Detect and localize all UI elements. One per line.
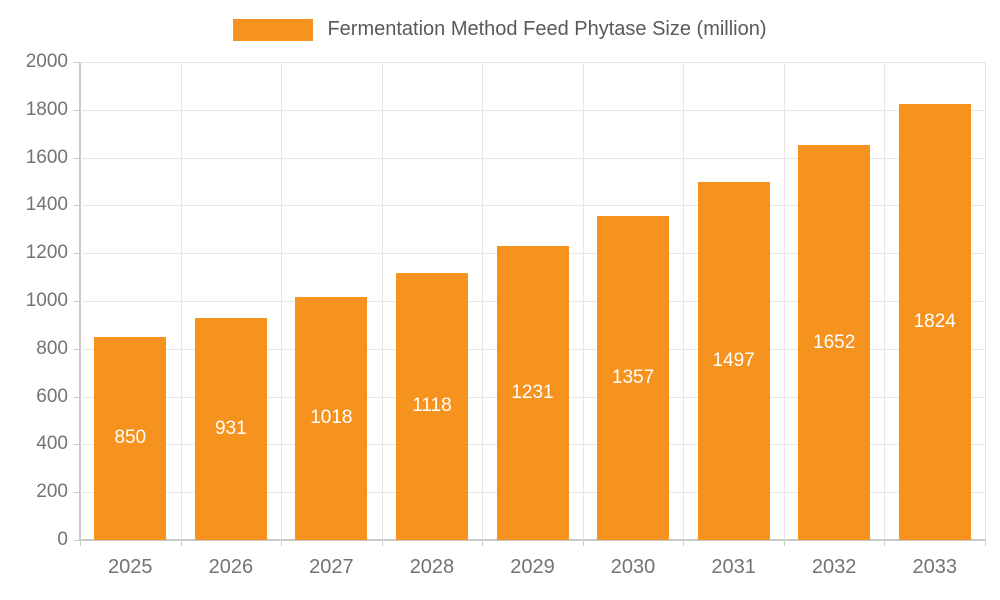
bar-2026: 931 [194,317,267,540]
x-axis-label-2033: 2033 [912,556,957,578]
x-axis-tick [281,540,283,546]
y-axis-tick [74,205,80,207]
x-axis-tick [683,540,685,546]
x-axis-tick [783,540,785,546]
y-axis-label: 2000 [25,51,68,72]
bar-value-label: 850 [114,427,147,449]
y-axis-tick [74,253,80,255]
gridline-vertical [281,62,283,540]
gridline-vertical [482,62,484,540]
x-axis-label-2027: 2027 [309,556,354,578]
bar-2030: 1357 [597,215,670,540]
y-axis-label: 200 [36,481,68,503]
y-axis-tick [74,348,80,350]
plot-area: 0 200 400 600 800 1000 1200 1400 1600 1800 2000 850… [26,51,986,578]
y-axis-label: 600 [36,385,68,407]
gridline-vertical [985,62,986,540]
y-axis-label: 0 [57,529,68,550]
y-axis-tick [74,444,80,446]
bar-2025: 850 [94,336,167,540]
y-axis-label: 1600 [25,146,68,168]
bar-2027: 1018 [295,296,368,540]
y-axis-label: 1200 [25,242,68,264]
x-axis-tick [985,540,986,546]
bar-value-label: 1018 [310,407,353,429]
gridline-vertical [884,62,886,540]
bar-2032: 1652 [798,145,871,540]
y-axis-tick [74,492,80,494]
y-axis-tick [74,540,80,541]
bar-value-label: 1231 [511,381,554,403]
y-axis-label: 400 [36,433,68,455]
x-axis-tick [80,540,81,546]
bar-value-label: 931 [214,417,247,439]
bar-2031: 1497 [697,182,770,540]
gridline-horizontal [80,205,985,207]
gridline-vertical [783,62,785,540]
x-axis-tick [884,540,886,546]
y-axis-tick [74,396,80,398]
y-axis-label: 1400 [25,194,68,216]
bar-value-label: 1824 [913,311,956,333]
bar-value-label: 1357 [611,366,655,388]
bar-value-label: 1497 [712,350,755,372]
x-axis-tick [482,540,484,546]
x-axis-label-2032: 2032 [811,556,857,578]
x-axis-tick [180,540,182,546]
y-axis-label: 800 [36,337,68,359]
gridline-vertical [180,62,182,540]
bar-2033: 1824 [898,104,971,540]
bar-value-label: 1118 [412,395,452,417]
gridline-horizontal [80,109,985,111]
x-axis-label-2029: 2029 [510,556,555,578]
y-axis-label: 1000 [25,290,68,311]
gridline-horizontal [80,62,985,63]
x-axis-label-2031: 2031 [711,556,756,578]
gridline-vertical [381,62,383,540]
bar-2029: 1231 [496,245,569,540]
gridline-horizontal [80,157,985,159]
gridline-vertical [582,62,584,540]
y-axis-tick [74,157,80,159]
legend-item[interactable]: Fermentation Method Feed Phytase Size (m… [0,18,1000,41]
bar-2028: 1118 [395,272,468,540]
x-axis-label-2028: 2028 [409,556,455,578]
x-axis-line [80,539,985,541]
legend-label: Fermentation Method Feed Phytase Size (m… [327,18,767,40]
y-axis-tick [74,62,80,63]
y-axis-tick [74,109,80,111]
x-axis-label-2026: 2026 [208,556,254,578]
x-axis-label-2025: 2025 [108,556,153,578]
x-axis-tick [582,540,584,546]
legend-swatch [233,18,314,41]
x-axis-label-2030: 2030 [610,556,656,578]
y-axis-tick [74,301,80,302]
gridline-vertical [683,62,685,540]
y-axis-label: 1800 [25,98,68,120]
bar-value-label: 1652 [813,331,856,353]
x-axis-tick [381,540,383,546]
